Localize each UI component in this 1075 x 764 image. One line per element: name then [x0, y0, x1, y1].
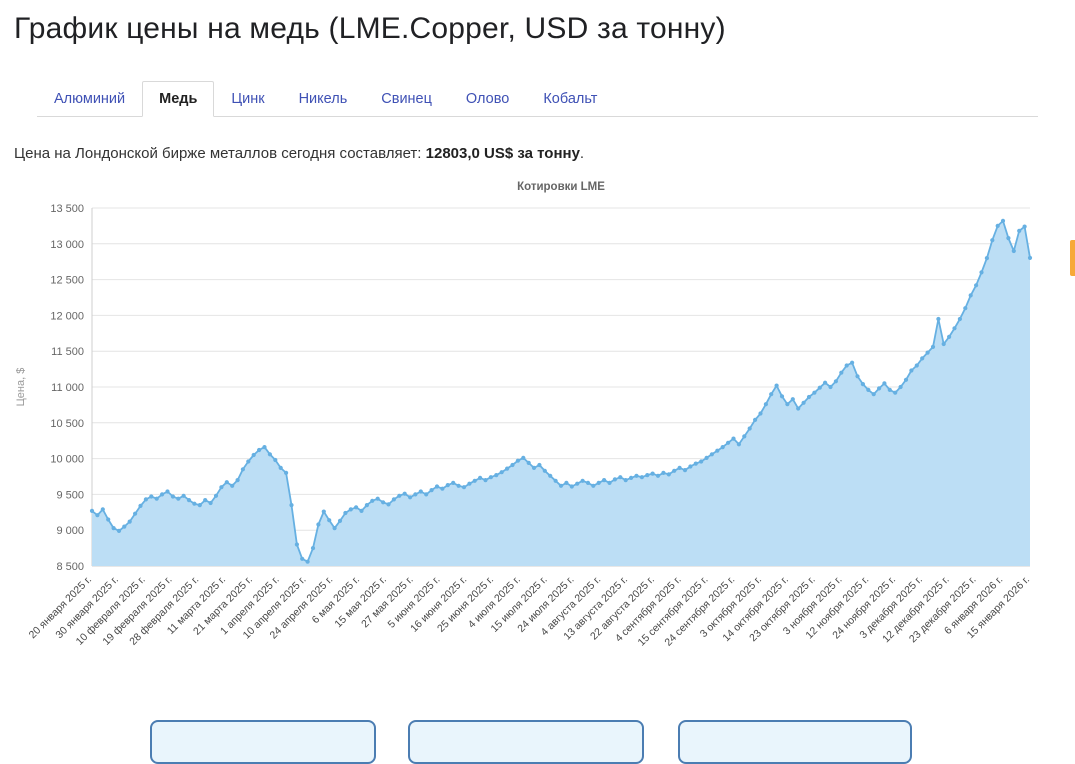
svg-text:Котировки LME: Котировки LME: [517, 181, 605, 193]
partial-button-2[interactable]: [408, 720, 644, 764]
tab-copper[interactable]: Медь: [142, 81, 215, 117]
svg-text:13 500: 13 500: [50, 203, 84, 215]
lme-price-chart: 8 500 9 000 9 500 10 000 10 500 11 000 11 500 1…: [8, 174, 1075, 715]
svg-text:11 500: 11 500: [51, 346, 84, 358]
price-summary-prefix: Цена на Лондонской бирже металлов сегодн…: [14, 145, 426, 162]
partial-button-1[interactable]: [150, 720, 376, 764]
current-price-value: 12803,0 US$ за тонну: [425, 145, 580, 162]
partial-button-3[interactable]: [678, 720, 912, 764]
svg-text:12 000: 12 000: [50, 310, 84, 322]
svg-text:10 000: 10 000: [50, 454, 84, 466]
price-summary: Цена на Лондонской бирже металлов сегодн…: [14, 145, 1061, 162]
svg-text:9 000: 9 000: [56, 525, 84, 537]
svg-text:13 000: 13 000: [50, 239, 84, 251]
svg-text:Цена, $: Цена, $: [15, 368, 27, 407]
metal-tabs: Алюминий Медь Цинк Никель Свинец Олово К…: [37, 80, 1038, 117]
svg-text:9 500: 9 500: [56, 489, 84, 501]
svg-text:11 000: 11 000: [51, 382, 84, 394]
tab-cobalt[interactable]: Кобальт: [543, 91, 598, 107]
svg-text:8 500: 8 500: [56, 561, 84, 573]
tab-tin[interactable]: Олово: [465, 91, 510, 107]
tab-nickel[interactable]: Никель: [298, 91, 348, 107]
price-summary-suffix: .: [579, 145, 585, 162]
scrollbar-thumb[interactable]: [1070, 240, 1075, 276]
tab-zinc[interactable]: Цинк: [231, 91, 265, 107]
page-title: График цены на медь (LME.Copper, USD за …: [14, 12, 726, 45]
tab-lead[interactable]: Свинец: [381, 91, 432, 107]
svg-text:12 500: 12 500: [50, 275, 84, 287]
svg-text:10 500: 10 500: [50, 418, 84, 430]
lme-chart-svg: 8 500 9 000 9 500 10 000 10 500 11 000 11 500 1…: [15, 181, 1032, 649]
tab-aluminium[interactable]: Алюминий: [54, 91, 126, 107]
